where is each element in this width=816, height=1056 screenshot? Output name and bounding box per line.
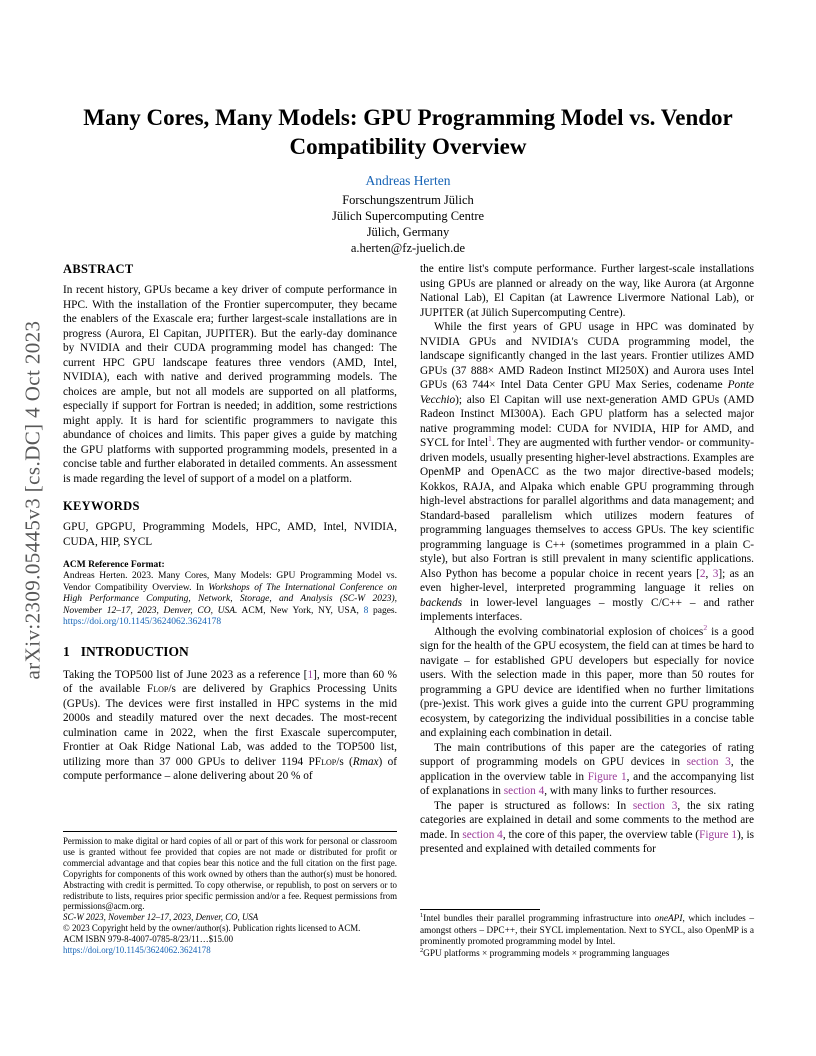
citation-2[interactable]: 2 bbox=[699, 567, 706, 580]
text-segment: ) of compute performance – alone deliver… bbox=[63, 755, 397, 783]
text-segment: oneAPI bbox=[654, 914, 683, 925]
affiliation-line: Jülich, Germany bbox=[366, 225, 450, 239]
text-segment: , bbox=[705, 567, 713, 580]
arxiv-watermark: arXiv:2309.05445v3 [cs.DC] 4 Oct 2023 bbox=[20, 320, 45, 680]
body-paragraph: the entire list's compute performance. F… bbox=[420, 262, 754, 320]
permission-text: Permission to make digital or hard copie… bbox=[63, 836, 397, 912]
section-4-link[interactable]: section 4 bbox=[503, 785, 545, 797]
author-affiliation: Forschungszentrum Jülich Jülich Supercom… bbox=[0, 192, 816, 256]
text-segment: is a good sign for the health of the GPU… bbox=[420, 625, 754, 740]
text-segment: Taking the TOP500 list of June 2023 as a… bbox=[63, 668, 308, 681]
text-segment: Intel bundles their parallel programming… bbox=[423, 914, 655, 925]
section-3-link[interactable]: section 3 bbox=[632, 799, 678, 812]
text-segment: , the core of this paper, the overview t… bbox=[502, 828, 700, 841]
text-segment: ), is presented and explained with detai… bbox=[420, 828, 754, 856]
text-segment: , the six rating categories are explaine… bbox=[420, 799, 754, 841]
text-segment: Workshops of The International Conferenc… bbox=[63, 582, 397, 616]
text-segment: backends bbox=[420, 596, 463, 609]
text-segment: the entire list's compute performance. F… bbox=[420, 263, 754, 319]
keywords-heading: KEYWORDS bbox=[63, 499, 140, 513]
acm-reference-paragraph: Andreas Herten. 2023. Many Cores, Many M… bbox=[63, 571, 397, 629]
paper-title: Many Cores, Many Models: GPU Programming… bbox=[0, 103, 816, 161]
text-segment: in lower-level languages – mostly C/C++ … bbox=[420, 596, 754, 624]
paper-header: Many Cores, Many Models: GPU Programming… bbox=[0, 0, 816, 256]
section-number: 1 bbox=[63, 643, 70, 659]
introduction-paragraph: Taking the TOP500 list of June 2023 as a… bbox=[63, 668, 397, 784]
text-segment: ); also El Capitan will use next-generat… bbox=[420, 393, 754, 450]
text-segment: GPU platforms × programming models × pro… bbox=[423, 948, 670, 959]
text-segment: ], more than 60 % of the available F bbox=[63, 668, 397, 696]
conference-line: SC-W 2023, November 12–17, 2023, Denver,… bbox=[63, 912, 259, 923]
text-segment: lop bbox=[153, 683, 169, 696]
paper-title-line1: Many Cores, Many Models: GPU Programming… bbox=[83, 105, 733, 130]
copyright-doi-link[interactable]: https://doi.org/10.1145/3624062.3624178 bbox=[63, 945, 211, 956]
text-segment: . They are augmented with further vendor… bbox=[420, 437, 755, 580]
section-title: INTRODUCTION bbox=[80, 643, 189, 659]
affiliation-line: Jülich Supercomputing Centre bbox=[331, 209, 485, 223]
text-segment: Rmax bbox=[352, 755, 379, 768]
abstract-heading: ABSTRACT bbox=[63, 262, 134, 276]
author-name-link[interactable]: Andreas Herten bbox=[365, 173, 451, 188]
text-segment: , and the accompanying list of explanati… bbox=[420, 770, 755, 798]
text-segment: 1 bbox=[420, 912, 424, 920]
introduction-heading: 1 INTRODUCTION bbox=[63, 644, 397, 660]
text-segment: Although the evolving combinatorial expl… bbox=[434, 625, 704, 638]
text-segment: , the application in the overview table … bbox=[420, 756, 755, 783]
text-segment: ]; as an even higher-level, interpreted … bbox=[420, 567, 755, 595]
text-segment: 2 bbox=[420, 946, 424, 954]
author-email: a.herten@fz-juelich.de bbox=[350, 241, 466, 255]
acm-reference-heading: ACM Reference Format: bbox=[63, 560, 165, 570]
figure-1-link[interactable]: Figure 1 bbox=[699, 828, 738, 841]
abstract-paragraph: In recent history, GPUs became a key dri… bbox=[63, 284, 397, 485]
text-segment: , with many links to further resources. bbox=[544, 785, 717, 797]
footnote-1-marker[interactable]: 1 bbox=[488, 434, 492, 444]
text-segment: pages. bbox=[368, 605, 397, 616]
body-paragraph: Although the evolving combinatorial expl… bbox=[420, 622, 754, 741]
body-paragraph: The main contributions of this paper are… bbox=[420, 741, 754, 799]
citation-3[interactable]: 3 bbox=[712, 567, 719, 580]
text-segment: /s are delivered by Graphics Processing … bbox=[63, 683, 397, 768]
affiliation-line: Forschungszentrum Jülich bbox=[342, 193, 474, 207]
left-column: ABSTRACT In recent history, GPUs became … bbox=[63, 262, 397, 962]
text-segment: Ponte Vecchio bbox=[420, 379, 754, 406]
figure-1-link[interactable]: Figure 1 bbox=[587, 770, 627, 783]
body-paragraph: The paper is structured as follows: In s… bbox=[420, 799, 754, 857]
paper-title-line2: Compatibility Overview bbox=[289, 134, 527, 159]
section-4-link[interactable]: section 4 bbox=[462, 828, 503, 841]
page-count-link[interactable]: 8 bbox=[363, 605, 369, 616]
section-3-link[interactable]: section 3 bbox=[686, 756, 731, 768]
acm-ref-doi-link[interactable]: https://doi.org/10.1145/3624062.3624178 bbox=[63, 617, 222, 628]
text-segment: The paper is structured as follows: In bbox=[434, 799, 633, 812]
citation-1[interactable]: 1 bbox=[307, 668, 314, 681]
text-segment: , which includes – amongst others – DPC+… bbox=[420, 914, 755, 948]
text-segment: Andreas Herten. 2023. Many Cores, Many M… bbox=[63, 571, 397, 593]
text-segment: ACM, New York, NY, USA, bbox=[237, 605, 364, 616]
text-segment: lop bbox=[321, 755, 337, 768]
right-column: the entire list's compute performance. F… bbox=[420, 262, 754, 962]
footnote-1: 1Intel bundles their parallel programmin… bbox=[420, 912, 755, 948]
footnotes-block: 1Intel bundles their parallel programmin… bbox=[420, 909, 754, 960]
body-paragraph: While the first years of GPU usage in HP… bbox=[420, 320, 754, 625]
isbn-line: ACM ISBN 979-8-4007-0785-8/23/11…$15.00 bbox=[63, 934, 234, 945]
text-segment: /s ( bbox=[336, 755, 353, 768]
copyright-line: © 2023 Copyright held by the owner/autho… bbox=[63, 923, 361, 934]
copyright-block: Permission to make digital or hard copie… bbox=[63, 831, 397, 956]
footnote-2-marker[interactable]: 2 bbox=[703, 622, 708, 632]
text-segment: The main contributions of this paper are… bbox=[420, 741, 754, 769]
keywords-paragraph: GPU, GPGPU, Programming Models, HPC, AMD… bbox=[63, 521, 397, 548]
footnote-2: 2GPU platforms × programming models × pr… bbox=[420, 946, 754, 960]
text-segment: While the first years of GPU usage in HP… bbox=[420, 321, 754, 391]
footnote-rule bbox=[420, 909, 540, 911]
